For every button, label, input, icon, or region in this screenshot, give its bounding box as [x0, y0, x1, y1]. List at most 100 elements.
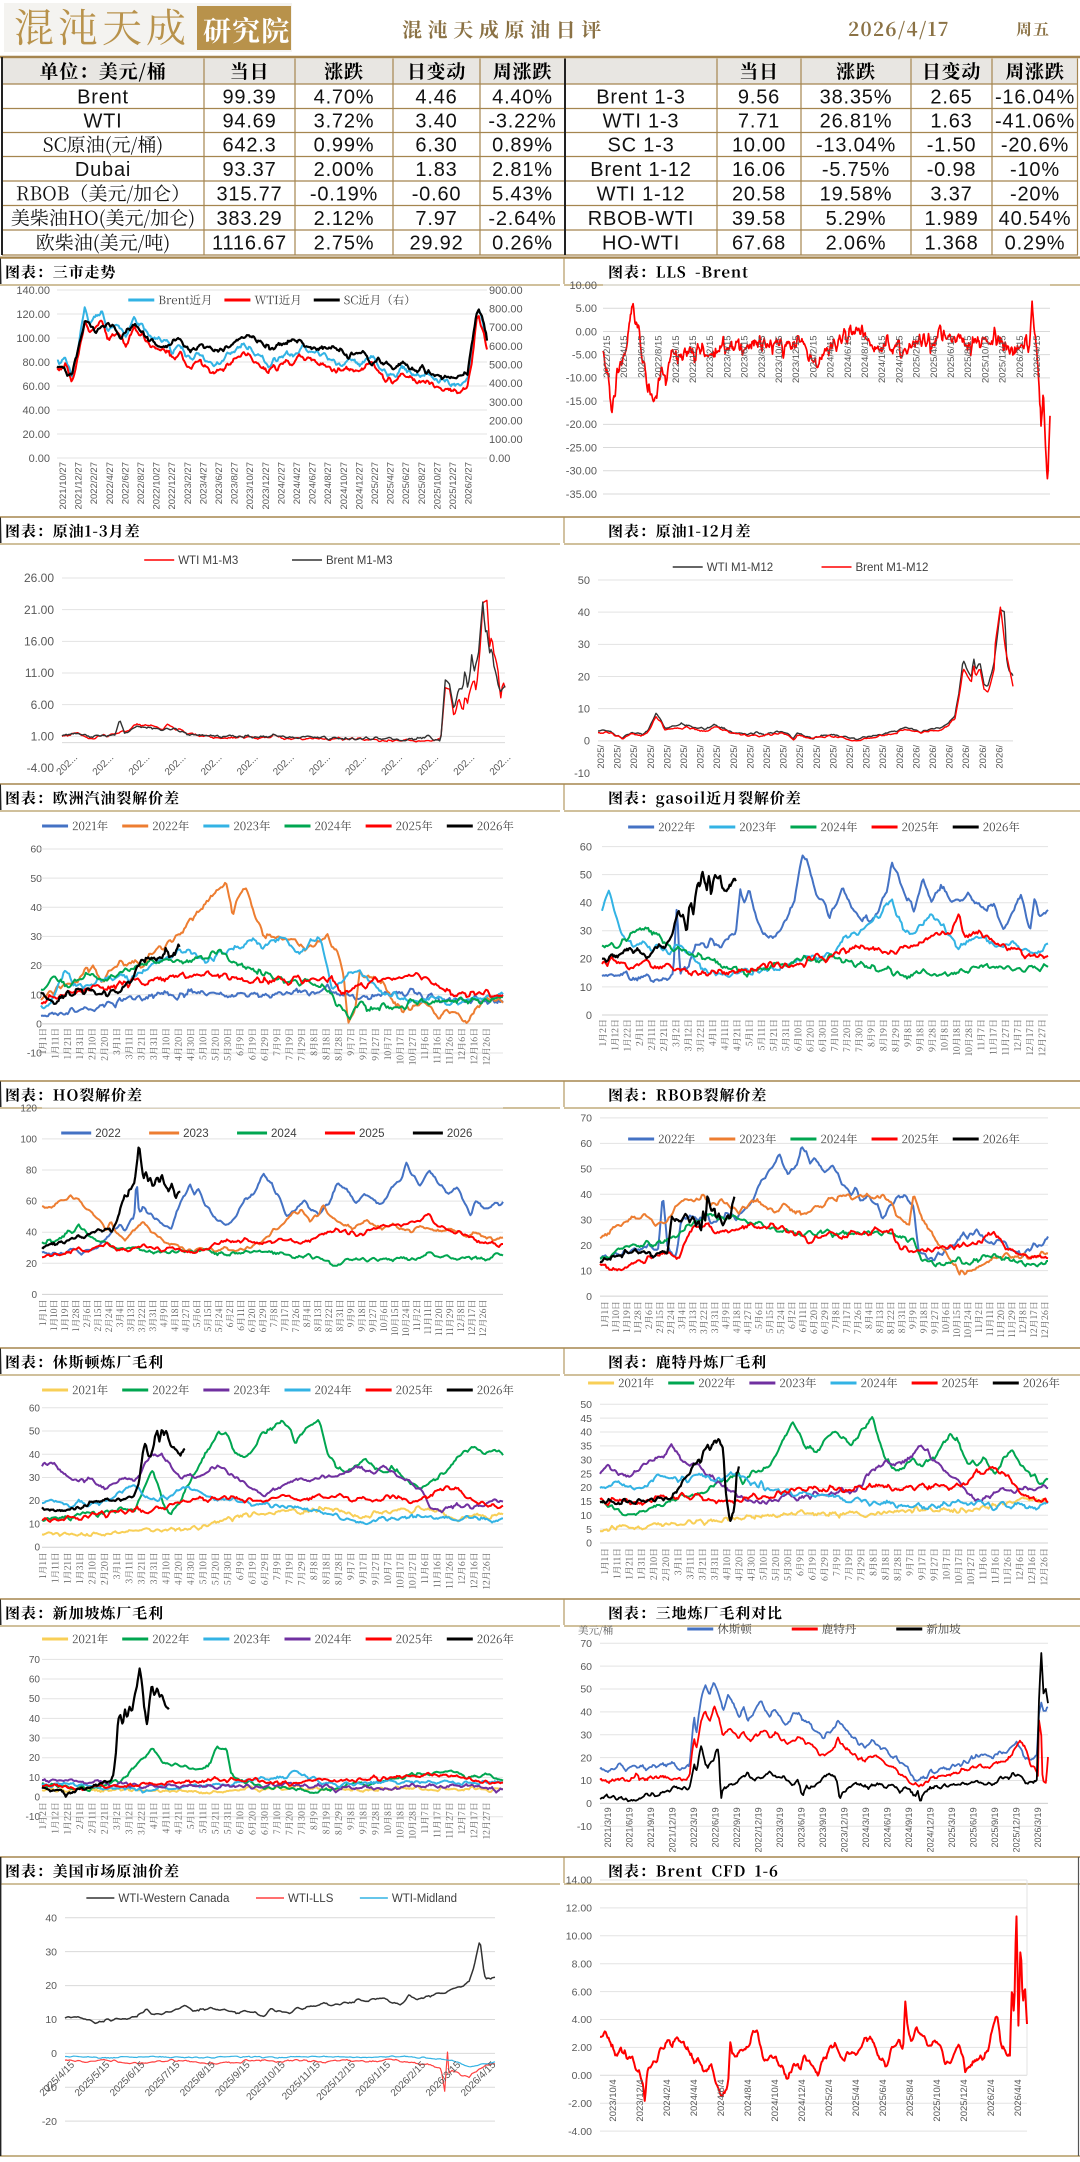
- svg-text:0.26%: 0.26%: [492, 233, 553, 255]
- svg-text:WTI M1-M12: WTI M1-M12: [707, 562, 773, 574]
- svg-text:30: 30: [580, 1214, 592, 1226]
- svg-text:10: 10: [580, 1775, 592, 1787]
- svg-text:2024/12/15: 2024/12/15: [894, 335, 905, 383]
- svg-text:2022/6/15: 2022/6/15: [636, 335, 647, 377]
- svg-text:10: 10: [580, 1265, 592, 1277]
- svg-text:383.29: 383.29: [217, 208, 283, 230]
- svg-text:2025/: 2025/: [596, 744, 607, 768]
- svg-text:2025/: 2025/: [795, 744, 806, 768]
- svg-text:10: 10: [580, 1510, 592, 1522]
- svg-text:2021/12/27: 2021/12/27: [74, 462, 85, 510]
- svg-text:2023/3/19: 2023/3/19: [775, 1807, 785, 1847]
- svg-text:40.00: 40.00: [22, 405, 50, 417]
- svg-text:2025/2/27: 2025/2/27: [370, 462, 381, 504]
- svg-text:6.30: 6.30: [415, 135, 457, 157]
- svg-text:30: 30: [580, 1729, 592, 1741]
- svg-text:900.00: 900.00: [489, 285, 523, 297]
- svg-text:40: 40: [26, 1228, 38, 1239]
- svg-text:100.00: 100.00: [489, 434, 523, 446]
- svg-text:2026: 2026: [447, 1128, 473, 1140]
- svg-text:50: 50: [580, 1684, 592, 1696]
- svg-text:0: 0: [586, 1291, 592, 1303]
- svg-text:14.00: 14.00: [566, 1875, 592, 1887]
- svg-text:2022: 2022: [95, 1128, 121, 1140]
- svg-text:140.00: 140.00: [16, 285, 50, 297]
- svg-text:2024/9/19: 2024/9/19: [904, 1807, 914, 1847]
- svg-text:WTI 1-12: WTI 1-12: [597, 183, 686, 205]
- svg-text:2026/4/15: 2026/4/15: [1032, 335, 1043, 377]
- svg-text:2022/6/19: 2022/6/19: [711, 1807, 721, 1847]
- svg-text:0.89%: 0.89%: [492, 135, 553, 157]
- svg-text:20: 20: [580, 954, 592, 966]
- svg-text:WTI-LLS: WTI-LLS: [288, 1893, 334, 1905]
- svg-text:400.00: 400.00: [489, 378, 523, 390]
- svg-text:-20: -20: [42, 2116, 57, 2128]
- svg-text:2023/10/4: 2023/10/4: [608, 2079, 619, 2121]
- svg-text:4.40%: 4.40%: [492, 86, 553, 108]
- svg-text:-10: -10: [27, 1048, 42, 1060]
- svg-text:40: 40: [578, 607, 590, 619]
- svg-text:50: 50: [30, 873, 42, 885]
- svg-text:38.35%: 38.35%: [820, 86, 893, 108]
- svg-text:99.39: 99.39: [222, 86, 276, 108]
- svg-text:20: 20: [29, 1496, 41, 1507]
- svg-text:2021/9/19: 2021/9/19: [646, 1807, 656, 1847]
- svg-text:-0.19%: -0.19%: [310, 183, 378, 205]
- svg-text:2024/2/27: 2024/2/27: [276, 462, 287, 504]
- svg-text:2025/12/27: 2025/12/27: [448, 462, 459, 510]
- svg-text:30: 30: [30, 931, 42, 943]
- svg-text:HO-WTI: HO-WTI: [602, 233, 680, 255]
- svg-text:RBOB-WTI: RBOB-WTI: [588, 208, 694, 230]
- svg-text:10: 10: [580, 982, 592, 994]
- svg-text:2026/: 2026/: [961, 744, 972, 768]
- svg-text:2.81%: 2.81%: [492, 159, 553, 181]
- svg-text:-1.50: -1.50: [927, 135, 977, 157]
- svg-text:Brent: Brent: [77, 86, 129, 108]
- svg-text:60: 60: [580, 1138, 592, 1150]
- svg-text:60: 60: [580, 841, 592, 853]
- svg-text:642.3: 642.3: [222, 135, 276, 157]
- svg-text:50: 50: [29, 1694, 41, 1705]
- svg-text:11.00: 11.00: [25, 666, 54, 680]
- svg-text:0: 0: [586, 1010, 592, 1022]
- svg-text:2025/: 2025/: [862, 744, 873, 768]
- svg-text:2023/6/19: 2023/6/19: [797, 1807, 807, 1847]
- svg-text:2023/10/27: 2023/10/27: [245, 462, 256, 510]
- svg-text:2025/6/15: 2025/6/15: [946, 335, 957, 377]
- svg-text:19.58%: 19.58%: [820, 183, 893, 205]
- svg-text:-0.98: -0.98: [927, 159, 977, 181]
- svg-text:50: 50: [580, 870, 592, 882]
- svg-text:2024/10/15: 2024/10/15: [877, 335, 888, 383]
- svg-text:6.00: 6.00: [572, 1986, 593, 1998]
- svg-text:WTI: WTI: [83, 111, 122, 133]
- svg-text:2025/9/19: 2025/9/19: [990, 1807, 1000, 1847]
- svg-text:SC 1-3: SC 1-3: [607, 135, 674, 157]
- svg-text:315.77: 315.77: [217, 183, 283, 205]
- svg-text:0.00: 0.00: [29, 453, 50, 465]
- svg-text:70: 70: [29, 1655, 41, 1666]
- svg-text:1.83: 1.83: [415, 159, 457, 181]
- svg-text:2023/4/15: 2023/4/15: [722, 335, 733, 377]
- svg-text:-4.00: -4.00: [27, 761, 55, 775]
- svg-text:2024/6/15: 2024/6/15: [843, 335, 854, 377]
- svg-text:80: 80: [26, 1166, 38, 1177]
- svg-text:40: 40: [580, 1427, 592, 1439]
- svg-text:21.00: 21.00: [24, 603, 54, 617]
- svg-text:300.00: 300.00: [489, 397, 523, 409]
- svg-text:5: 5: [586, 1524, 592, 1536]
- svg-text:16.00: 16.00: [24, 635, 54, 649]
- svg-text:2025/: 2025/: [729, 744, 740, 768]
- svg-text:-10%: -10%: [1010, 159, 1060, 181]
- svg-text:40: 40: [45, 1912, 57, 1924]
- svg-text:2024: 2024: [271, 1128, 297, 1140]
- svg-text:2023/6/15: 2023/6/15: [740, 335, 751, 377]
- svg-text:2.00: 2.00: [572, 2042, 593, 2054]
- svg-text:2026/4/4: 2026/4/4: [1013, 2079, 1024, 2116]
- svg-text:2025/6/4: 2025/6/4: [878, 2079, 889, 2116]
- svg-text:20: 20: [26, 1259, 38, 1270]
- svg-text:2022/8/27: 2022/8/27: [136, 462, 147, 504]
- svg-text:2026/2/4: 2026/2/4: [986, 2079, 997, 2116]
- svg-text:10: 10: [30, 989, 42, 1001]
- svg-text:2023/12/15: 2023/12/15: [791, 335, 802, 383]
- svg-text:2025/10/4: 2025/10/4: [932, 2079, 943, 2121]
